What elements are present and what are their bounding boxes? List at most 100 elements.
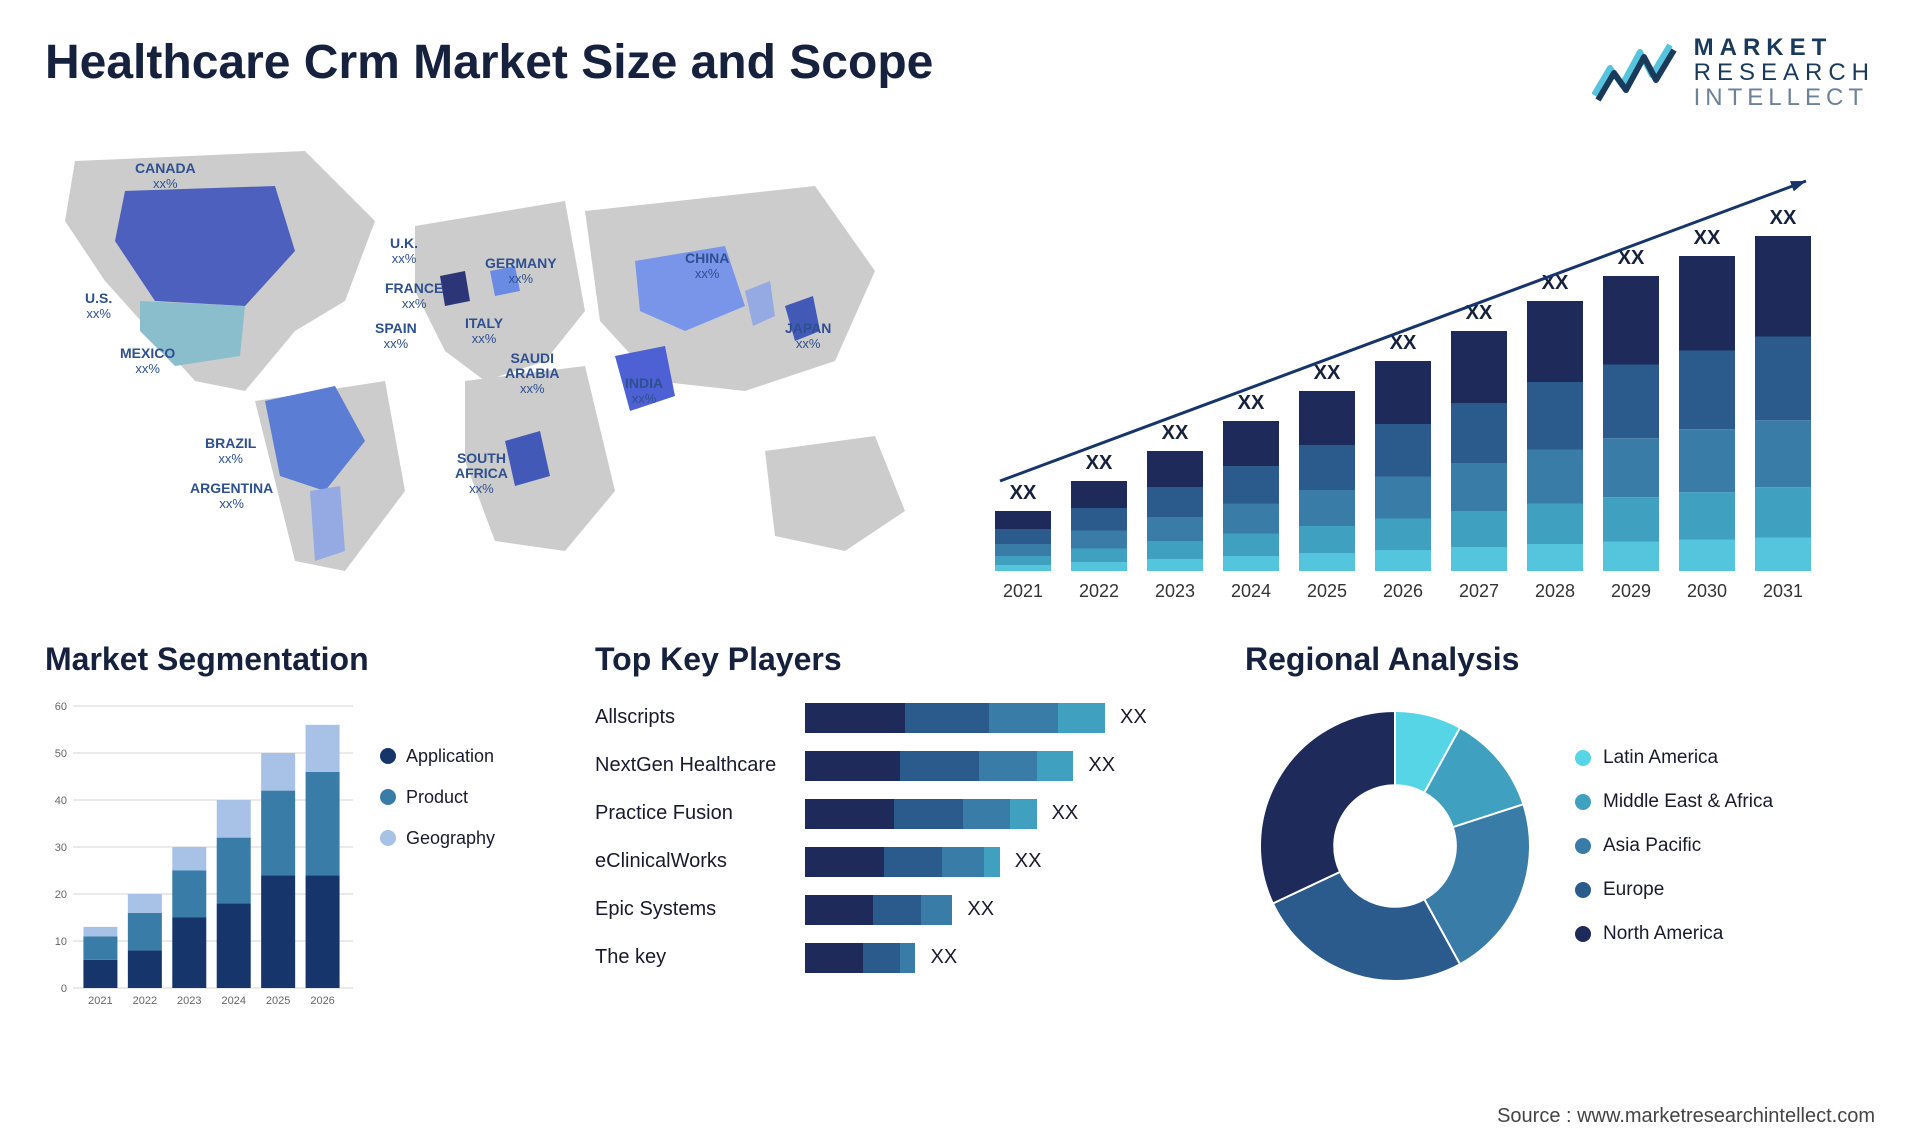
svg-text:2030: 2030 [1687,581,1727,601]
svg-text:30: 30 [55,842,67,854]
svg-text:XX: XX [1238,392,1265,414]
map-label: SOUTHAFRICAxx% [455,451,508,497]
svg-text:2022: 2022 [1079,581,1119,601]
page-title: Healthcare Crm Market Size and Scope [45,35,933,90]
segmentation-chart: 0102030405060202120222023202420252026 [45,696,355,1016]
map-label: BRAZILxx% [205,436,256,467]
key-player-row: eClinicalWorks XX [595,840,1195,884]
world-map [45,131,945,611]
segmentation-legend-item: Application [380,746,495,767]
svg-text:0: 0 [61,983,67,995]
key-player-label: The key [595,946,805,969]
svg-text:2026: 2026 [1383,581,1423,601]
map-label: SAUDIARABIAxx% [505,351,559,397]
regional-legend-item: Europe [1575,879,1773,901]
svg-text:2022: 2022 [133,995,157,1007]
key-players-bars: AllscriptsXXNextGen HealthcareXXPractice… [595,696,1195,980]
svg-text:XX: XX [1162,422,1189,444]
regional-legend-item: Asia Pacific [1575,835,1773,857]
svg-text:10: 10 [55,936,67,948]
key-player-bar [805,943,916,973]
bottom-row: Market Segmentation 01020304050602021202… [45,641,1875,1061]
logo-text-3: INTELLECT [1694,85,1875,110]
key-player-bar [805,847,1000,877]
svg-text:2023: 2023 [177,995,201,1007]
regional-legend-item: Middle East & Africa [1575,791,1773,813]
svg-text:60: 60 [55,701,67,713]
key-player-label: NextGen Healthcare [595,754,805,777]
map-label: CHINAxx% [685,251,729,282]
source-text: Source : www.marketresearchintellect.com [1497,1105,1875,1128]
svg-text:2021: 2021 [88,995,112,1007]
svg-text:2025: 2025 [266,995,290,1007]
key-player-bar [805,703,1105,733]
key-player-value: XX [931,946,958,969]
svg-text:2025: 2025 [1307,581,1347,601]
svg-text:2026: 2026 [310,995,334,1007]
key-player-row: NextGen Healthcare XX [595,744,1195,788]
logo-icon [1592,40,1682,106]
regional-legend-item: North America [1575,923,1773,945]
svg-text:XX: XX [1086,452,1113,474]
svg-text:2027: 2027 [1459,581,1499,601]
segmentation-legend: Application Product Geography [380,696,495,1016]
regional-panel: Regional Analysis Latin America Middle Ea… [1245,641,1875,1061]
segmentation-legend-item: Product [380,787,495,808]
logo: MARKET RESEARCH INTELLECT [1592,35,1875,111]
svg-text:XX: XX [1314,362,1341,384]
key-player-bar [805,895,952,925]
growth-chart: XXXXXXXXXXXXXXXXXXXXXX 20212022202320242… [985,171,1865,611]
growth-chart-panel: XXXXXXXXXXXXXXXXXXXXXX 20212022202320242… [985,131,1875,611]
key-player-label: eClinicalWorks [595,850,805,873]
key-player-value: XX [1088,754,1115,777]
key-player-value: XX [1052,802,1079,825]
svg-text:XX: XX [1770,207,1797,229]
map-label: GERMANYxx% [485,256,557,287]
key-player-row: Epic Systems XX [595,888,1195,932]
key-player-bar [805,751,1073,781]
segmentation-title: Market Segmentation [45,641,545,678]
key-player-value: XX [967,898,994,921]
svg-text:2031: 2031 [1763,581,1803,601]
svg-text:2024: 2024 [221,995,245,1007]
map-label: JAPANxx% [785,321,831,352]
regional-donut [1245,696,1545,996]
key-player-label: Allscripts [595,706,805,729]
map-label: MEXICOxx% [120,346,175,377]
header: Healthcare Crm Market Size and Scope MAR… [45,35,1875,111]
map-label: U.S.xx% [85,291,112,322]
key-player-row: The key XX [595,936,1195,980]
map-label: FRANCExx% [385,281,443,312]
key-player-value: XX [1120,706,1147,729]
regional-legend-item: Latin America [1575,747,1773,769]
key-player-bar [805,799,1037,829]
key-player-label: Practice Fusion [595,802,805,825]
svg-text:2023: 2023 [1155,581,1195,601]
svg-text:2029: 2029 [1611,581,1651,601]
key-player-row: Practice Fusion XX [595,792,1195,836]
regional-title: Regional Analysis [1245,641,1875,678]
map-label: INDIAxx% [625,376,663,407]
map-label: SPAINxx% [375,321,417,352]
logo-text-2: RESEARCH [1694,60,1875,85]
key-players-title: Top Key Players [595,641,1195,678]
map-label: ITALYxx% [465,316,503,347]
key-player-label: Epic Systems [595,898,805,921]
segmentation-legend-item: Geography [380,828,495,849]
regional-legend: Latin America Middle East & Africa Asia Pa… [1575,747,1773,945]
map-label: CANADAxx% [135,161,196,192]
logo-text-1: MARKET [1694,35,1875,60]
map-label: U.K.xx% [390,236,418,267]
key-players-panel: Top Key Players AllscriptsXXNextGen Heal… [595,641,1195,1061]
segmentation-panel: Market Segmentation 01020304050602021202… [45,641,545,1061]
key-player-value: XX [1015,850,1042,873]
svg-text:2024: 2024 [1231,581,1271,601]
svg-text:XX: XX [1010,482,1037,504]
svg-text:40: 40 [55,795,67,807]
svg-text:2021: 2021 [1003,581,1043,601]
key-player-row: Allscripts XX [595,696,1195,740]
svg-text:50: 50 [55,748,67,760]
top-row: CANADAxx%U.S.xx%MEXICOxx%BRAZILxx%ARGENT… [45,131,1875,611]
svg-text:XX: XX [1694,227,1721,249]
svg-text:2028: 2028 [1535,581,1575,601]
